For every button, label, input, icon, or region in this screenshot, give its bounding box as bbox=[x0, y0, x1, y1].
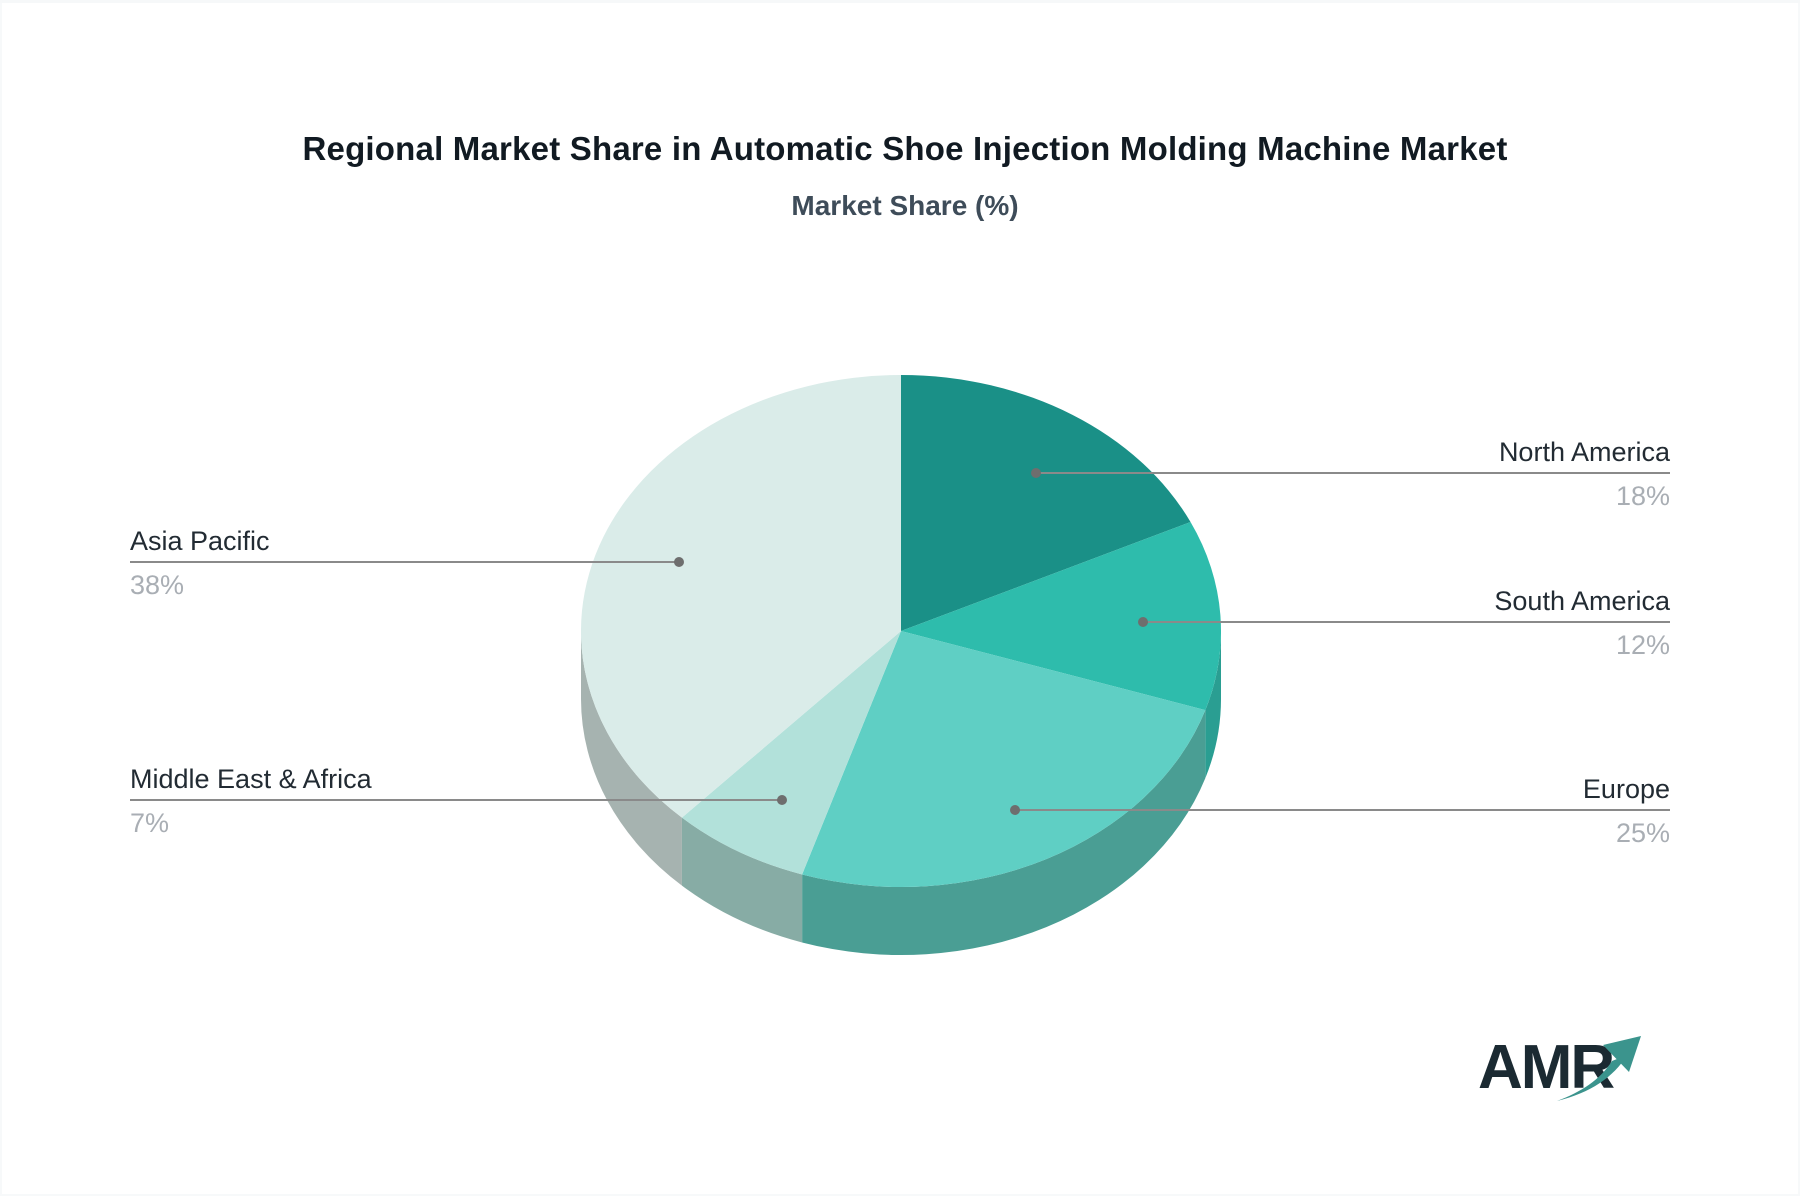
slice-label-south-america: South America bbox=[1494, 586, 1670, 616]
logo-arrow-icon bbox=[1557, 1036, 1641, 1101]
chart-subtitle: Market Share (%) bbox=[791, 190, 1019, 221]
slice-label-north-america: North America bbox=[1498, 437, 1670, 467]
slice-label-middle-east-africa: Middle East & Africa bbox=[130, 764, 372, 794]
pie-slice-side-asia-pacific bbox=[581, 631, 682, 886]
leader-dot-asia-pacific bbox=[674, 557, 684, 567]
leader-dot-south-america bbox=[1138, 617, 1148, 627]
slice-value-asia-pacific: 38% bbox=[130, 570, 185, 600]
pie-slices-layer bbox=[580, 375, 1221, 888]
leader-dot-europe bbox=[1010, 805, 1020, 815]
pie-slice-europe[interactable] bbox=[802, 631, 1206, 888]
pie-sides-layer bbox=[581, 631, 1221, 956]
slice-label-asia-pacific: Asia Pacific bbox=[130, 526, 270, 556]
amr-logo-text: AMR bbox=[1478, 1033, 1615, 1102]
pie-slice-asia-pacific[interactable] bbox=[580, 375, 901, 818]
slice-value-south-america: 12% bbox=[1615, 630, 1670, 660]
slice-value-north-america: 18% bbox=[1615, 481, 1670, 511]
chart-title: Regional Market Share in Automatic Shoe … bbox=[302, 130, 1508, 167]
pie-slice-side-europe bbox=[802, 710, 1206, 956]
leader-dot-middle-east-africa bbox=[777, 795, 787, 805]
pie-slice-side-south-america bbox=[1205, 631, 1221, 779]
logo-arrow-head bbox=[1603, 1036, 1641, 1072]
amr-logo: AMR bbox=[1478, 1032, 1615, 1103]
leader-dot-north-america bbox=[1031, 468, 1041, 478]
slice-label-europe: Europe bbox=[1582, 774, 1670, 804]
slice-value-europe: 25% bbox=[1615, 818, 1670, 848]
pie-slice-south-america[interactable] bbox=[901, 522, 1221, 711]
pie-slice-middle-east-africa[interactable] bbox=[681, 631, 901, 875]
logo-arrow-swoosh bbox=[1557, 1055, 1627, 1101]
pie-slice-side-middle-east-africa bbox=[681, 817, 803, 943]
pie-slice-north-america[interactable] bbox=[901, 375, 1191, 631]
leader-lines-layer bbox=[130, 468, 1670, 815]
slice-value-middle-east-africa: 7% bbox=[130, 808, 170, 838]
page-top-border bbox=[0, 0, 1800, 3]
